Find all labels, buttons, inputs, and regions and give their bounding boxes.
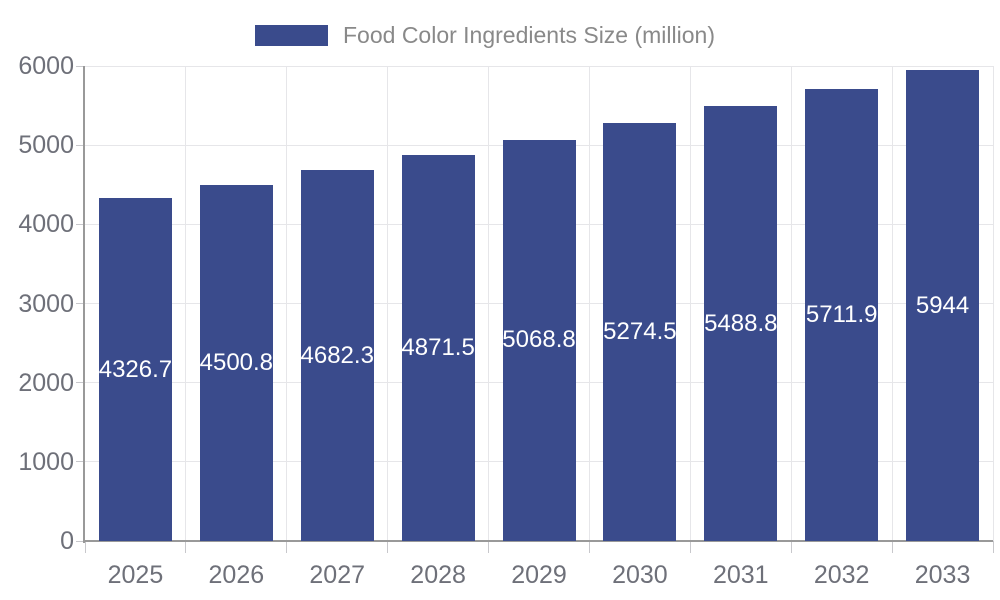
y-axis-tick [76, 144, 85, 146]
x-axis-tick [689, 541, 691, 553]
gridline-vertical [891, 66, 893, 541]
x-axis-tick [84, 541, 86, 553]
legend-label[interactable]: Food Color Ingredients Size (million) [343, 21, 715, 48]
y-tick-label: 4000 [18, 210, 74, 239]
bar-value-label: 5488.8 [704, 309, 778, 337]
bar[interactable] [805, 88, 879, 541]
gridline-horizontal [85, 65, 993, 67]
y-axis-tick [76, 65, 85, 67]
x-axis-tick [588, 541, 590, 553]
legend[interactable]: Food Color Ingredients Size (million) [255, 22, 715, 48]
y-tick-label: 6000 [18, 52, 74, 80]
bar[interactable] [704, 106, 778, 541]
y-tick-label: 2000 [18, 368, 74, 397]
x-tick-label: 2028 [410, 561, 466, 589]
y-axis-line [83, 66, 85, 543]
x-axis-tick [387, 541, 389, 553]
y-axis-tick [76, 223, 85, 225]
y-tick-label: 1000 [18, 447, 74, 476]
bar-value-label: 4871.5 [401, 334, 475, 362]
bar[interactable] [300, 170, 374, 541]
x-axis-tick [891, 541, 893, 553]
y-tick-label: 3000 [18, 289, 74, 318]
y-axis-tick [76, 303, 85, 304]
bar-value-label: 5944 [915, 291, 970, 319]
y-tick-label: 0 [60, 527, 74, 555]
x-tick-label: 2032 [813, 561, 870, 589]
x-tick-label: 2029 [511, 561, 567, 589]
x-axis-tick [790, 541, 792, 553]
gridline-vertical [588, 66, 590, 541]
y-tick-label: 5000 [18, 131, 74, 160]
bar-value-label: 4326.7 [98, 355, 173, 383]
gridline-vertical [185, 66, 187, 541]
gridline-vertical [488, 66, 490, 541]
gridline-vertical [286, 66, 288, 541]
gridline-vertical [689, 66, 691, 541]
x-tick-label: 2033 [914, 561, 971, 589]
x-tick-label: 2026 [208, 561, 265, 589]
gridline-vertical [387, 66, 389, 541]
bar-value-label: 5068.8 [502, 326, 576, 354]
x-axis-tick [992, 541, 994, 553]
x-axis-tick [185, 541, 187, 553]
bar[interactable] [906, 70, 980, 541]
bar-value-label: 5274.5 [603, 318, 677, 346]
y-axis-tick [76, 382, 85, 384]
x-tick-label: 2027 [309, 561, 366, 589]
x-tick-label: 2025 [107, 561, 164, 589]
bar[interactable] [98, 198, 172, 541]
x-tick-label: 2030 [612, 561, 668, 589]
y-axis-tick [76, 540, 85, 542]
bar-value-label: 4500.8 [199, 348, 274, 376]
x-tick-label: 2031 [712, 561, 769, 589]
bar[interactable] [603, 123, 677, 541]
legend-swatch[interactable] [255, 24, 328, 46]
x-axis-line [85, 540, 993, 542]
y-axis-tick [76, 461, 85, 463]
bar[interactable] [199, 184, 273, 541]
bar[interactable] [401, 155, 475, 541]
bar-value-label: 5711.9 [805, 300, 878, 328]
bar[interactable] [502, 139, 576, 541]
x-axis-tick [488, 541, 490, 553]
bar-value-label: 4682.3 [300, 341, 374, 369]
gridline-vertical [992, 66, 994, 541]
x-axis-tick [286, 541, 288, 553]
gridline-vertical [790, 66, 792, 541]
